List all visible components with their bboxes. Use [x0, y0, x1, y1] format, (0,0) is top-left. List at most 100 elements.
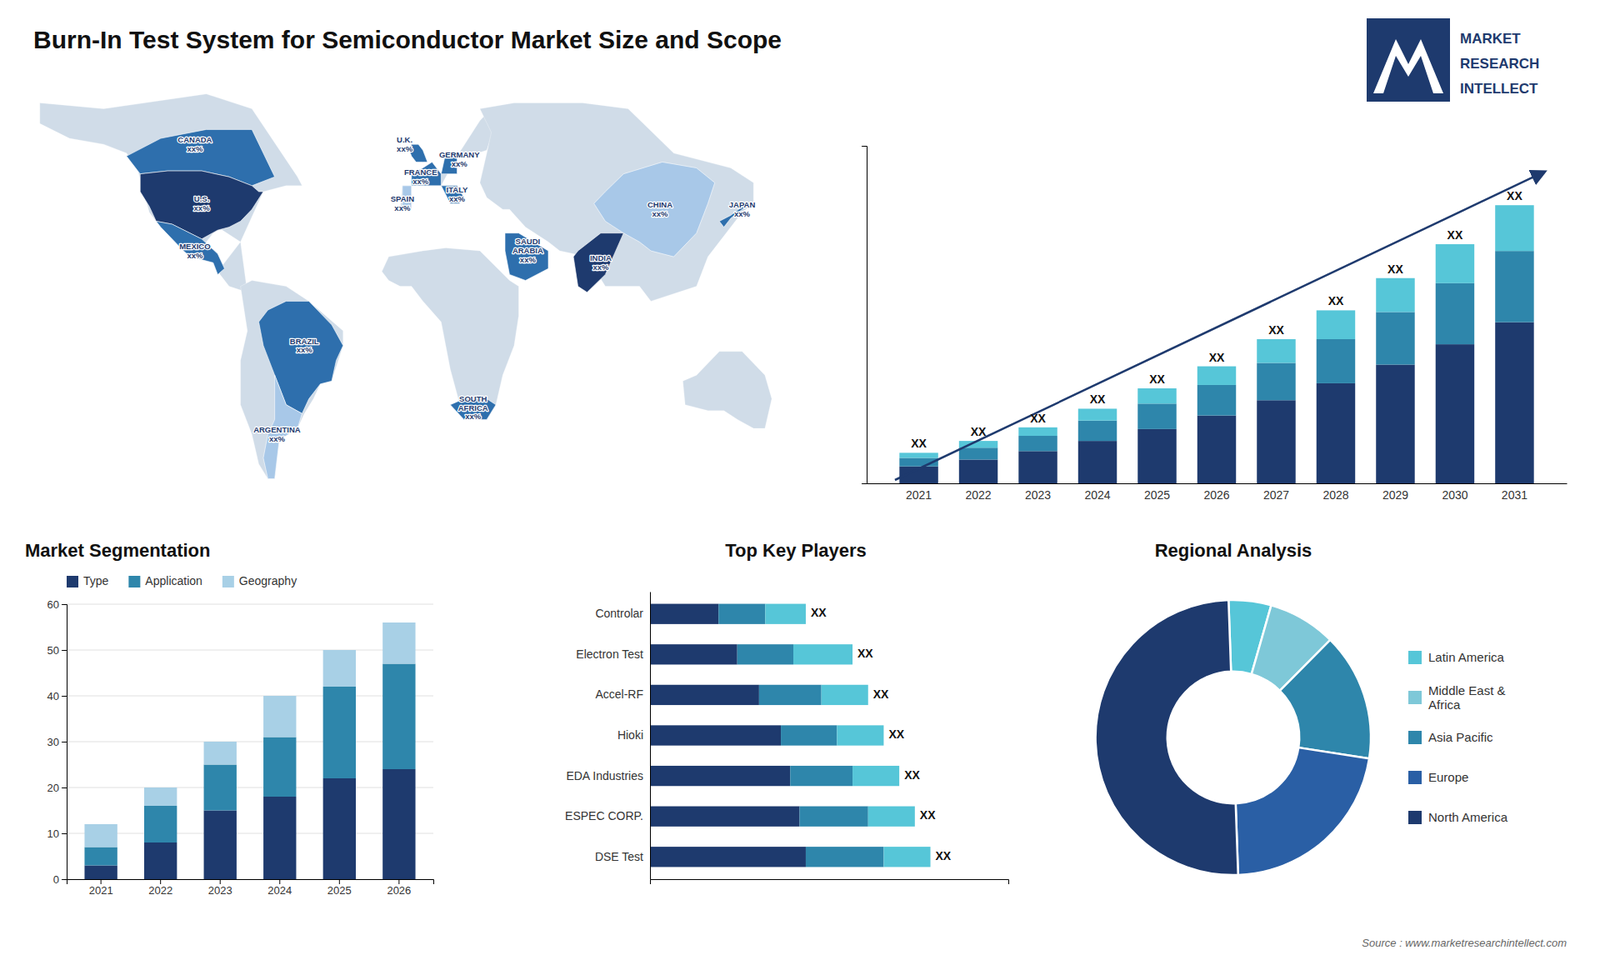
- data-label: XX: [904, 768, 920, 782]
- title: Burn-In Test System for Semiconductor Ma…: [33, 25, 782, 54]
- tick-mark: [61, 650, 67, 651]
- tick: 30: [47, 735, 67, 749]
- trend-arrow: [895, 171, 1545, 480]
- grid-line: [66, 604, 434, 605]
- bar: [1018, 435, 1057, 451]
- tick-label: EDA Industries: [565, 769, 644, 783]
- bar: [650, 644, 738, 665]
- text-line: xx%: [394, 203, 411, 213]
- tick-label: 2030: [1441, 488, 1468, 502]
- bar: [1197, 415, 1236, 484]
- text-line: U.S.: [194, 194, 210, 204]
- tick-mark: [61, 787, 67, 789]
- continent: [381, 247, 519, 420]
- tick: Controlar: [595, 606, 650, 620]
- text-line: xx%: [652, 209, 670, 219]
- bar: [1495, 250, 1534, 322]
- bar: [1078, 408, 1117, 420]
- axis: 202120222023202420252026: [67, 879, 435, 897]
- bar: [263, 796, 296, 880]
- tick: 2023: [1025, 483, 1051, 502]
- plot: [650, 604, 931, 868]
- data-label: XX: [1268, 323, 1285, 337]
- text-line: xx%: [194, 203, 211, 213]
- tick: 2022: [965, 483, 991, 502]
- tick-mark: [160, 879, 161, 885]
- bar: [852, 765, 900, 786]
- tick-label: Controlar: [595, 606, 644, 620]
- bar: [650, 765, 790, 786]
- text-line: North America: [1428, 810, 1509, 825]
- slice: [1235, 747, 1370, 875]
- bar: [204, 810, 237, 880]
- text-line: xx%: [451, 159, 469, 169]
- data-label: XX: [1090, 392, 1106, 406]
- bar: [204, 741, 237, 765]
- bar: [1316, 310, 1355, 340]
- tick-label: DSE Test: [595, 850, 644, 864]
- legend-label: Asia Pacific: [1428, 730, 1494, 745]
- text-line: INDIA: [590, 253, 612, 263]
- legend-label: North America: [1428, 810, 1509, 825]
- chart: Top Key PlayersXXXXXXXXXXXXXXDSE TestESP…: [565, 540, 1009, 885]
- chart: Market Segmentation 202120222023202420252…: [25, 540, 435, 897]
- tick: 2027: [1263, 483, 1290, 502]
- bar: [1256, 363, 1295, 401]
- bar: [1495, 205, 1534, 251]
- legend-item: Middle East &Africa: [1408, 683, 1506, 712]
- chart-title: Regional Analysis: [1155, 540, 1313, 561]
- legend-swatch: [1408, 810, 1422, 825]
- axis-line: [650, 880, 1010, 885]
- text-line: xx%: [734, 209, 751, 219]
- legend-item: Europe: [1408, 770, 1469, 785]
- tick-label: 2021: [905, 488, 932, 502]
- country: [573, 233, 624, 293]
- tick-mark: [100, 879, 102, 885]
- grid-line: [66, 650, 434, 651]
- tick-label: 50: [47, 644, 60, 657]
- bar: [1078, 420, 1117, 441]
- legend-item: Latin America: [1408, 650, 1505, 665]
- tick: 2021: [905, 483, 932, 502]
- bar: [84, 824, 117, 848]
- country-label: GERMANYxx%: [439, 150, 480, 169]
- bar: [1375, 365, 1415, 484]
- bar: [84, 865, 117, 880]
- bar: [382, 769, 415, 880]
- bar: [1435, 283, 1475, 345]
- bar: [323, 686, 356, 779]
- text-line: BRAZIL: [290, 336, 320, 346]
- tick: 0: [53, 873, 67, 886]
- text-line: xx%: [186, 250, 204, 260]
- tick-label: 2025: [1144, 488, 1170, 502]
- data-label: XX: [1447, 228, 1464, 242]
- tick-label: 2021: [89, 884, 114, 897]
- tick: Electron Test: [575, 647, 650, 661]
- bar: [144, 842, 177, 880]
- country-label: CHINAxx%: [647, 200, 673, 219]
- bar: [959, 460, 998, 484]
- text-line: Middle East &: [1428, 683, 1506, 698]
- legend: Latin America Middle East &Africa Asia Pac…: [1408, 650, 1509, 825]
- axis: [861, 146, 868, 485]
- bar: [1256, 339, 1295, 363]
- bar: [144, 805, 177, 843]
- logo-text: MARKET: [1460, 30, 1521, 47]
- chart-title: Market Segmentation: [25, 540, 211, 561]
- axis-line: [861, 146, 868, 485]
- tick-mark: [61, 741, 67, 743]
- tick-mark: [220, 879, 221, 885]
- bar: [144, 787, 177, 806]
- tick-label: 2027: [1263, 488, 1290, 502]
- tick-label: 20: [47, 781, 60, 795]
- bar: [650, 725, 781, 745]
- plot: [84, 622, 415, 880]
- tick-label: Hioki: [617, 728, 644, 742]
- tick-label: 0: [53, 873, 60, 886]
- bar: [1316, 339, 1355, 384]
- bar: [1137, 429, 1176, 484]
- country-label: CANADAxx%: [177, 135, 212, 154]
- legend: TypeApplicationGeography: [66, 574, 297, 588]
- bar: [790, 765, 853, 786]
- tick-label: 2031: [1501, 488, 1528, 502]
